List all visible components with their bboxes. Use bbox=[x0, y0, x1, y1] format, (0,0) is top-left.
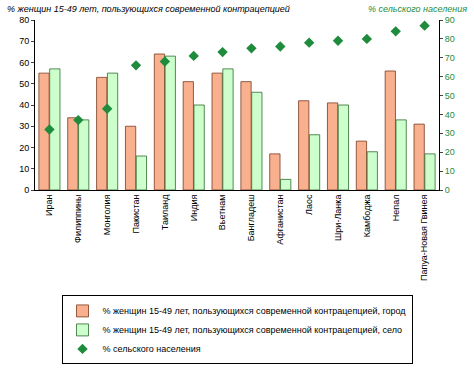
svg-text:0: 0 bbox=[445, 185, 450, 195]
svg-text:Лаос: Лаос bbox=[304, 194, 314, 215]
svg-text:Афганистан: Афганистан bbox=[275, 195, 285, 245]
svg-text:20: 20 bbox=[19, 143, 29, 153]
svg-text:Монголия: Монголия bbox=[102, 194, 112, 235]
svg-text:40: 40 bbox=[19, 100, 29, 110]
svg-text:20: 20 bbox=[445, 147, 455, 157]
svg-text:90: 90 bbox=[445, 15, 455, 25]
svg-text:80: 80 bbox=[19, 15, 29, 25]
svg-text:Филиппины: Филиппины bbox=[73, 195, 83, 243]
svg-text:Пакистан: Пакистан bbox=[131, 195, 141, 234]
svg-text:Бангладеш: Бангладеш bbox=[246, 195, 256, 242]
svg-text:% женщин 15-49 лет, пользующих: % женщин 15-49 лет, пользующихся совреме… bbox=[103, 325, 403, 335]
svg-text:10: 10 bbox=[445, 166, 455, 176]
svg-text:70: 70 bbox=[445, 53, 455, 63]
svg-text:% сельского населения: % сельского населения bbox=[368, 4, 467, 14]
svg-text:Непал: Непал bbox=[391, 195, 401, 222]
svg-text:% женщин 15-49 лет, пользующих: % женщин 15-49 лет, пользующихся совреме… bbox=[7, 4, 290, 14]
svg-text:70: 70 bbox=[19, 36, 29, 46]
svg-text:0: 0 bbox=[24, 185, 29, 195]
svg-text:Таиланд: Таиланд bbox=[160, 194, 170, 230]
svg-text:Шри-Ланка: Шри-Ланка bbox=[333, 195, 343, 241]
svg-text:30: 30 bbox=[19, 121, 29, 131]
svg-text:Иран: Иран bbox=[44, 195, 54, 216]
svg-text:50: 50 bbox=[445, 91, 455, 101]
svg-text:30: 30 bbox=[445, 128, 455, 138]
svg-text:80: 80 bbox=[445, 34, 455, 44]
svg-text:Вьетнам: Вьетнам bbox=[217, 195, 227, 231]
svg-text:50: 50 bbox=[19, 79, 29, 89]
svg-text:10: 10 bbox=[19, 164, 29, 174]
svg-text:Камбоджа: Камбоджа bbox=[362, 195, 372, 238]
svg-text:Папуа-Новая Гвинея: Папуа-Новая Гвинея bbox=[419, 194, 429, 280]
svg-text:60: 60 bbox=[19, 58, 29, 68]
svg-text:40: 40 bbox=[445, 110, 455, 120]
svg-text:% женщин 15-49 лет, пользующих: % женщин 15-49 лет, пользующихся совреме… bbox=[103, 306, 407, 316]
svg-text:Индия: Индия bbox=[189, 194, 199, 221]
svg-text:60: 60 bbox=[445, 72, 455, 82]
svg-text:% сельского населения: % сельского населения bbox=[103, 344, 201, 354]
